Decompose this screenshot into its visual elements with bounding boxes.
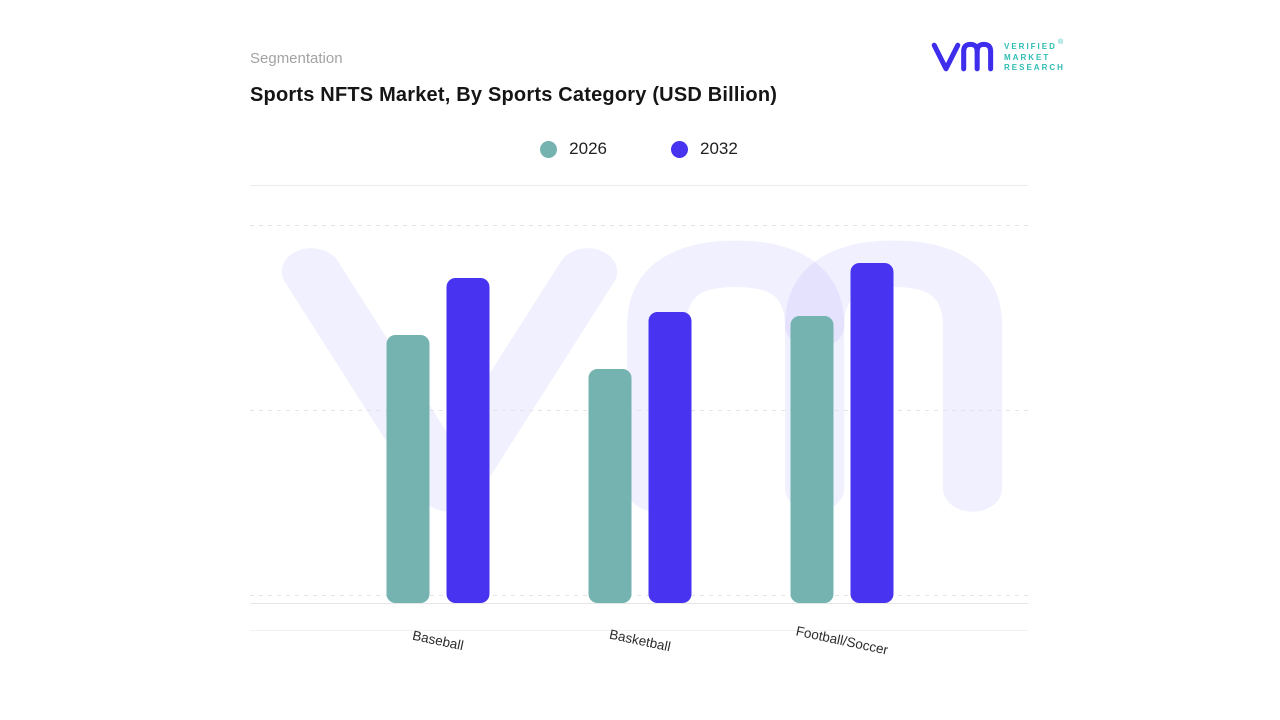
chart-legend: 2026 2032 [250,135,1028,163]
header-divider [250,185,1028,186]
legend-item-2026[interactable]: 2026 [540,139,607,159]
legend-swatch-2026 [540,140,558,158]
bar-2026-basketball[interactable] [588,368,632,603]
logo-text-line: VERIFIED [1004,42,1057,51]
bar-2032-baseball[interactable] [446,277,490,603]
logo-text-line: MARKET [1004,52,1051,62]
plot-area [250,225,1028,604]
bar-2032-basketball[interactable] [648,311,692,603]
vmr-logo-icon [931,41,994,72]
registered-trademark: ® [1058,39,1064,46]
x-label-football-soccer: Football/Soccer [794,623,890,658]
bar-group-football-soccer [790,225,894,603]
chart-title: Sports NFTS Market, By Sports Category (… [250,84,778,106]
bar-2026-football-soccer[interactable] [790,315,834,603]
legend-item-2032[interactable]: 2032 [671,139,738,159]
legend-swatch-2032 [671,140,688,158]
x-axis-labels: Baseball Basketball Football/Soccer [250,603,1028,683]
legend-label-2032: 2032 [700,139,738,158]
vmr-logo: VERIFIED MARKET RESEARCH ® [930,38,1080,80]
axis-underline [250,630,1028,631]
gridline-dashed-lower [250,595,1028,596]
gridline-dashed-top [250,225,1028,226]
bar-group-baseball [386,225,490,603]
x-label-basketball: Basketball [607,626,672,655]
bar-group-basketball [588,225,692,603]
bar-2026-baseball[interactable] [386,334,430,603]
x-label-baseball: Baseball [411,627,466,654]
gridline-dashed-middle [250,410,1028,411]
segmentation-label: Segmentation [250,50,343,67]
logo-text-line: RESEARCH [1004,63,1065,72]
bar-2032-football-soccer[interactable] [850,262,894,603]
legend-label-2026: 2026 [569,139,607,158]
logo-wordmark: VERIFIED MARKET RESEARCH [1004,42,1065,74]
